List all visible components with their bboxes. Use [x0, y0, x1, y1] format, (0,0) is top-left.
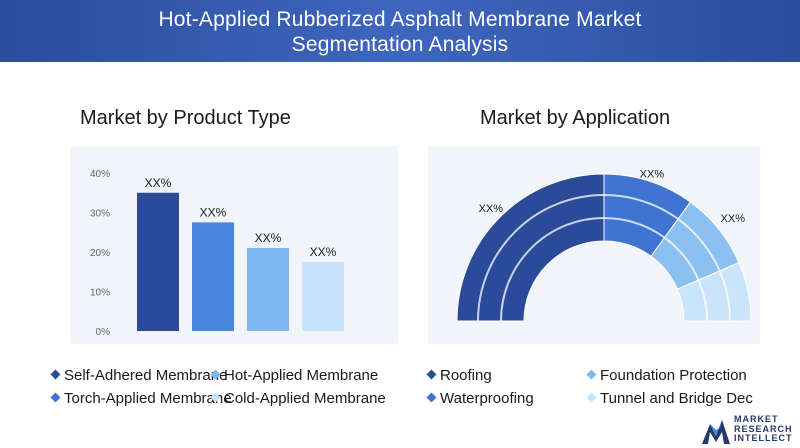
- bar-0: [137, 192, 179, 331]
- legend-item: Hot-Applied Membrane: [210, 367, 379, 385]
- donut-data-label: XX%: [721, 213, 746, 225]
- bar-2: [247, 248, 289, 331]
- bar-1: [192, 222, 234, 331]
- donut-data-label: XX%: [640, 169, 665, 181]
- donut-data-label: XX%: [479, 203, 504, 215]
- legend-marker-icon: [426, 392, 437, 403]
- bar-data-label: XX%: [145, 176, 172, 190]
- legend-label: Waterproofing: [440, 390, 534, 407]
- legend-item: Foundation Protection: [586, 367, 747, 385]
- legend-marker-icon: [50, 369, 61, 380]
- header-banner: Hot-Applied Rubberized Asphalt Membrane …: [0, 0, 800, 62]
- page-title-line2: Segmentation Analysis: [291, 33, 509, 56]
- donut-chart: XX%XX%XX%XX%: [456, 169, 789, 322]
- bar-3: [302, 261, 344, 331]
- legend-marker-icon: [210, 392, 221, 403]
- legend-label: Self-Adhered Membrane: [64, 367, 228, 384]
- donut-ring-line: [500, 217, 708, 322]
- legend-marker-icon: [586, 369, 597, 380]
- y-tick-label: 40%: [90, 169, 110, 180]
- logo-line3: INTELLECT: [734, 433, 793, 443]
- y-tick-label: 0%: [96, 327, 111, 338]
- legend-marker-icon: [426, 369, 437, 380]
- bar-chart: 0% 10% 20% 30% 40% XX% XX% XX% XX%: [90, 169, 344, 338]
- donut-chart-title: Market by Application: [480, 107, 671, 129]
- y-tick-label: 10%: [90, 288, 110, 299]
- legend-item: Waterproofing: [426, 390, 534, 408]
- logo-text: MARKET RESEARCH INTELLECT: [734, 414, 793, 444]
- legend-marker-icon: [50, 392, 61, 403]
- legend-label: Tunnel and Bridge Dec: [600, 390, 753, 407]
- legend-item: Self-Adhered Membrane: [50, 367, 228, 385]
- y-tick-label: 20%: [90, 248, 110, 259]
- bar-chart-title: Market by Product Type: [80, 107, 291, 129]
- legend-item: Cold-Applied Membrane: [210, 390, 386, 408]
- bar-chart-panel: 0% 10% 20% 30% 40% XX% XX% XX% XX%: [70, 146, 398, 344]
- legend-item: Roofing: [426, 367, 492, 385]
- logo-line2: RESEARCH: [734, 423, 793, 434]
- legend-marker-icon: [210, 369, 221, 380]
- logo-line1: MARKET: [734, 414, 779, 424]
- page-title-line1: Hot-Applied Rubberized Asphalt Membrane …: [158, 8, 642, 31]
- donut-chart-panel: XX%XX%XX%XX%: [428, 146, 789, 344]
- legend-label: Foundation Protection: [600, 367, 747, 384]
- bar-data-label: XX%: [200, 205, 227, 219]
- bar-data-label: XX%: [255, 231, 282, 245]
- legend-label: Torch-Applied Membrane: [64, 390, 232, 407]
- logo-mark-icon: [702, 420, 730, 444]
- legend-item: Torch-Applied Membrane: [50, 390, 232, 408]
- legend-marker-icon: [586, 392, 597, 403]
- legend-label: Roofing: [440, 367, 492, 384]
- legend-label: Cold-Applied Membrane: [224, 390, 386, 407]
- donut-ring-line: [477, 194, 731, 322]
- y-tick-label: 30%: [90, 209, 110, 220]
- bar-data-label: XX%: [310, 245, 337, 259]
- legend-item: Tunnel and Bridge Dec: [586, 390, 753, 408]
- donut-slice-3: [676, 261, 752, 322]
- brand-logo: MARKET RESEARCH INTELLECT: [700, 412, 800, 448]
- legend-label: Hot-Applied Membrane: [224, 367, 379, 384]
